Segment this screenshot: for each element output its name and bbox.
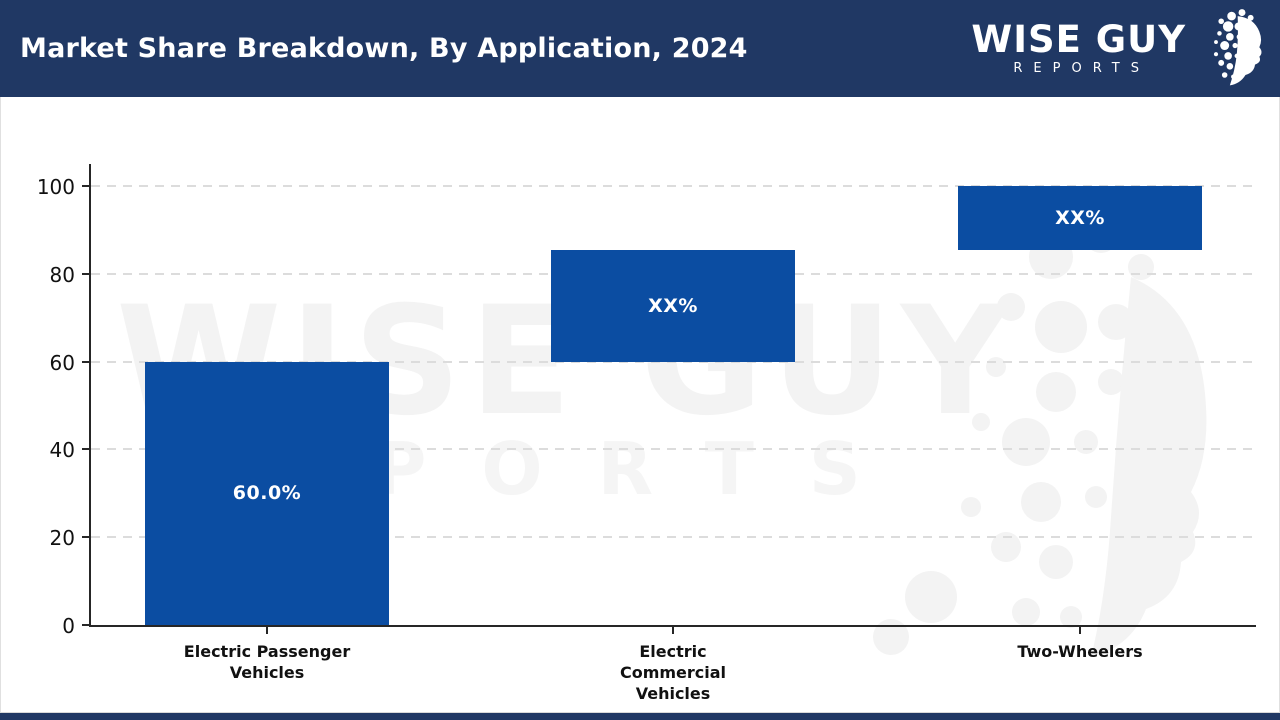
x-axis-tick — [672, 627, 674, 634]
bar-segment: XX% — [958, 186, 1202, 250]
x-category-label: Electric Passenger Vehicles — [183, 642, 351, 682]
bar-value-label: 60.0% — [232, 482, 302, 505]
gridline — [91, 185, 1256, 187]
gridline — [91, 536, 1256, 539]
gridline — [91, 360, 1256, 363]
y-axis-tick — [82, 624, 89, 626]
chart-title: Market Share Breakdown, By Application, … — [20, 33, 748, 64]
bar-value-label: XX% — [1055, 206, 1105, 229]
y-axis-tick-label: 60 — [49, 350, 75, 375]
x-axis-tick — [266, 627, 268, 634]
plot-area: 0 20 40 60 80 100 60.0% XX% XX% Electric Passenge… — [37, 164, 1256, 703]
y-axis-tick — [82, 448, 89, 451]
gridline — [91, 448, 1256, 451]
y-axis-tick-label: 80 — [49, 262, 75, 287]
footer-bar — [0, 713, 1280, 720]
bar-segment: XX% — [551, 249, 795, 362]
y-axis-tick-label: 40 — [49, 438, 75, 463]
chart-canvas: WISE GUY REPORTS 02040608010060.0%XX%XX%… — [0, 97, 1280, 713]
logo-wordmark-main: WISE GUY — [971, 18, 1186, 61]
y-axis-tick — [82, 360, 89, 363]
logo-face-icon — [1213, 8, 1262, 85]
logo-wordmark: WISE GUY REPORTS — [971, 21, 1186, 76]
y-axis-tick — [82, 272, 89, 275]
bar-value-label: XX% — [648, 294, 698, 317]
y-axis-tick — [82, 536, 89, 539]
watermark-face-icon — [873, 221, 1207, 657]
y-axis-tick-label: 100 — [36, 175, 75, 199]
bar-segment: 60.0% — [145, 361, 389, 625]
y-axis-tick-label: 0 — [62, 614, 75, 638]
wise-guy-reports-logo: WISE GUY REPORTS — [971, 7, 1280, 91]
x-category-label: Electric Commercial Vehicles — [619, 642, 727, 703]
header-bar: Market Share Breakdown, By Application, … — [0, 0, 1280, 97]
y-axis-tick — [82, 185, 89, 187]
logo-wordmark-sub: REPORTS — [1013, 61, 1150, 76]
y-axis-tick-label: 20 — [49, 526, 75, 551]
x-axis-tick — [1079, 627, 1081, 634]
x-category-label: Two-Wheelers — [1017, 642, 1143, 661]
